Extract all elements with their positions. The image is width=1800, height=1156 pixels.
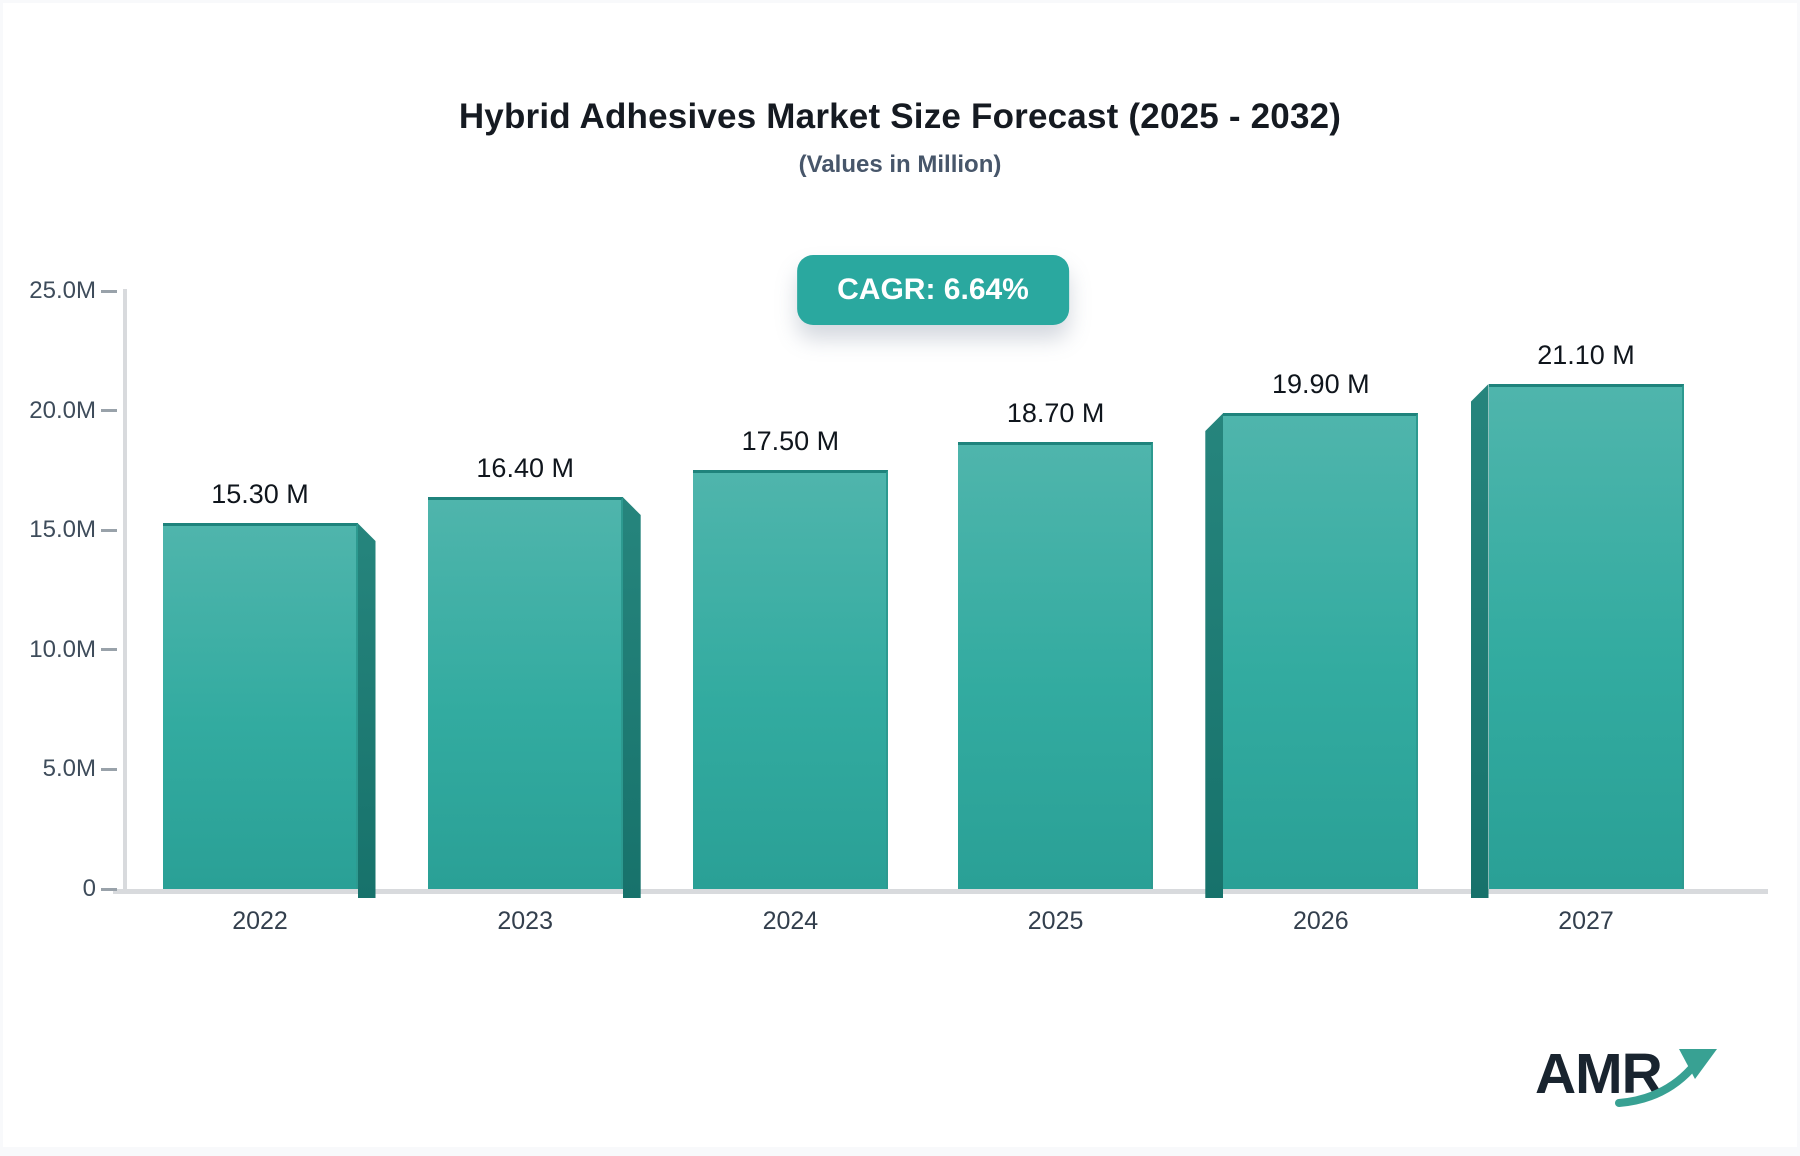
y-axis-line (123, 289, 127, 893)
bar-2025 (958, 442, 1154, 889)
chart-title: Hybrid Adhesives Market Size Forecast (2… (458, 97, 1342, 136)
bar-value-label-2027: 21.10 M (1537, 340, 1635, 370)
bar-value-label-2024: 17.50 M (741, 426, 840, 456)
chart-subtitle: (Values in Million) (798, 151, 1002, 178)
x-axis-line (113, 889, 1768, 894)
amr-logo: AMR (1535, 1041, 1735, 1121)
bar-value-label-2025: 18.70 M (1006, 398, 1105, 428)
y-axis-tick-label: 5.0M (42, 755, 96, 783)
y-axis-tick-mark (101, 767, 117, 771)
bar-2022 (162, 523, 358, 889)
bar-side-panel-2027 (1470, 384, 1489, 898)
y-axis-tick-label: 15.0M (29, 516, 96, 544)
x-axis-label-2024: 2024 (762, 907, 819, 935)
y-axis-tick-mark (101, 289, 117, 293)
x-axis-label-2023: 2023 (497, 907, 553, 935)
bar-2026 (1223, 413, 1419, 889)
x-axis-label-2025: 2025 (1027, 907, 1084, 935)
growth-arrow-icon (1615, 1043, 1725, 1118)
x-axis-label-2027: 2027 (1558, 907, 1614, 935)
bar-2027 (1488, 384, 1684, 889)
y-axis-tick-label: 25.0M (29, 277, 96, 304)
bar-2023 (427, 497, 623, 889)
bar-value-label-2022: 15.30 M (211, 479, 309, 509)
cagr-badge: CAGR: 6.64% (797, 255, 1069, 325)
bar-side-panel-2022 (357, 523, 376, 898)
bar-value-label-2026: 19.90 M (1272, 369, 1370, 399)
y-axis-tick-mark (101, 887, 117, 891)
y-axis-tick-label: 10.0M (29, 635, 96, 663)
y-axis-tick-mark (101, 648, 117, 652)
bar-side-panel-2026 (1205, 413, 1224, 898)
bar-2024 (692, 470, 888, 889)
y-axis-tick-mark (101, 409, 117, 413)
y-axis-tick-label: 0 (82, 875, 96, 902)
x-axis-label-2022: 2022 (232, 907, 288, 935)
y-axis-tick-label: 20.0M (29, 396, 96, 424)
x-axis-label-2026: 2026 (1292, 907, 1349, 935)
bar-side-panel-2023 (622, 497, 641, 898)
y-axis-tick-mark (101, 528, 117, 532)
bar-value-label-2023: 16.40 M (476, 453, 574, 483)
